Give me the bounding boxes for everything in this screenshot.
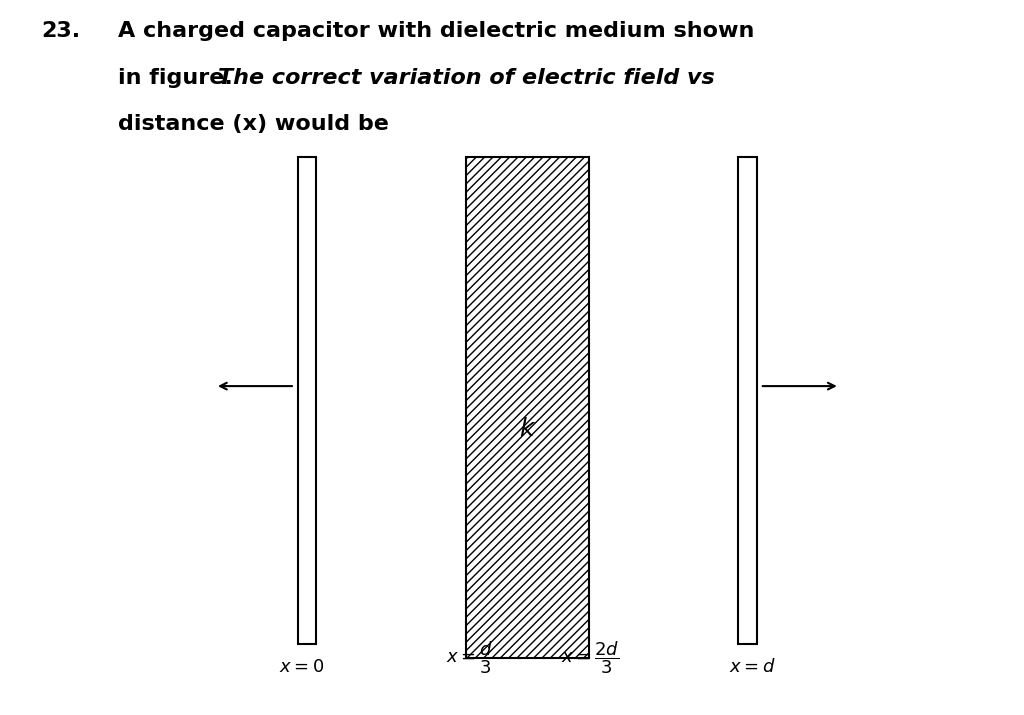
- Text: distance (x) would be: distance (x) would be: [118, 114, 389, 134]
- Text: $x = d$: $x = d$: [729, 658, 776, 676]
- Text: $x = \dfrac{d}{3}$: $x = \dfrac{d}{3}$: [445, 639, 493, 676]
- Bar: [298, 157, 316, 644]
- Text: in figure.: in figure.: [118, 68, 241, 88]
- Text: 23.: 23.: [41, 21, 80, 41]
- Bar: [466, 157, 589, 658]
- Text: $k$: $k$: [519, 417, 536, 441]
- Text: $x = 0$: $x = 0$: [280, 658, 325, 676]
- Text: The correct variation of electric field vs: The correct variation of electric field …: [218, 68, 715, 88]
- Text: A charged capacitor with dielectric medium shown: A charged capacitor with dielectric medi…: [118, 21, 754, 41]
- Text: $x = \dfrac{2d}{3}$: $x = \dfrac{2d}{3}$: [561, 639, 618, 676]
- Bar: [738, 157, 757, 644]
